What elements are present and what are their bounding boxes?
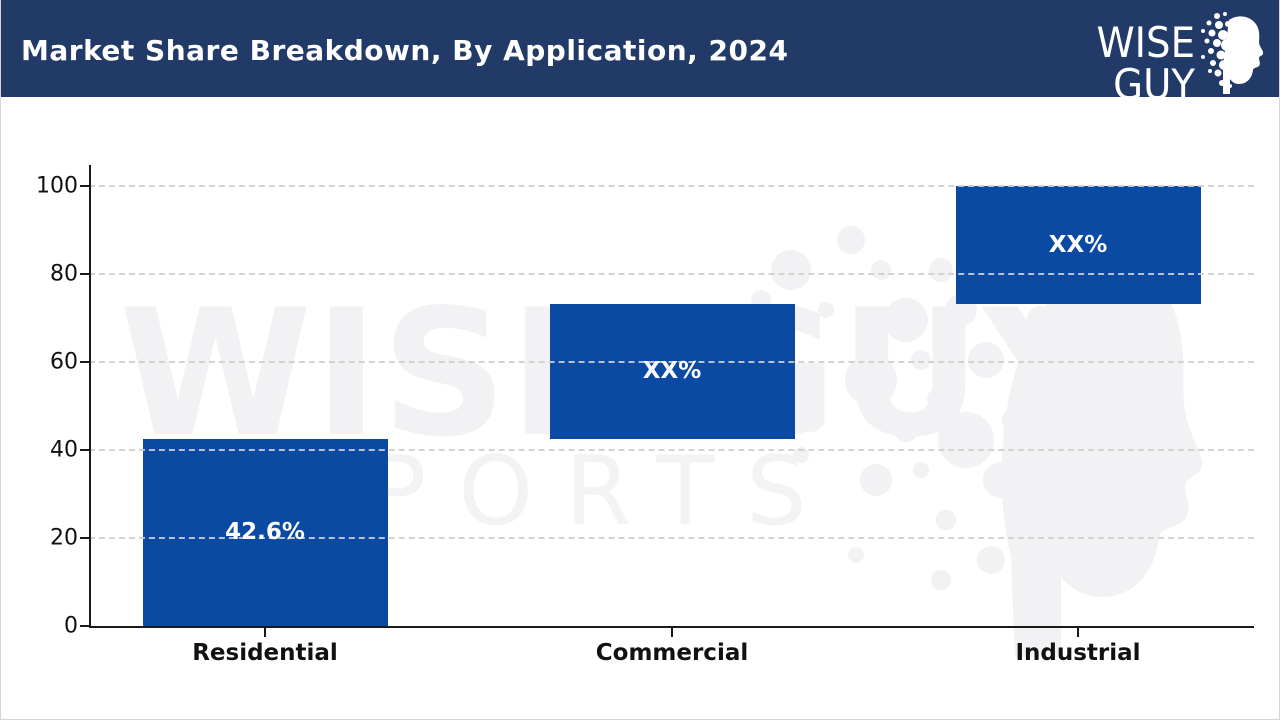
y-tick-label: 100 <box>36 173 78 199</box>
brand-logo: WISE GUY REPORTS <box>1003 6 1263 124</box>
x-category-label: Residential <box>192 640 338 666</box>
bar-residential <box>142 438 388 626</box>
y-tick-label: 20 <box>50 525 78 551</box>
x-tick-mark <box>671 628 673 637</box>
y-tick-label: 60 <box>50 349 78 375</box>
brand-name: WISE GUY <box>1096 18 1195 109</box>
y-tick-mark <box>80 361 89 363</box>
x-tick-mark <box>264 628 266 637</box>
bar-industrial <box>955 186 1201 304</box>
y-tick-mark <box>80 273 89 275</box>
y-axis-line <box>89 165 91 628</box>
brand-subtitle: REPORTS <box>1074 110 1193 124</box>
watermark-head-icon <box>751 226 1203 657</box>
y-tick-label: 0 <box>64 613 78 639</box>
y-tick-label: 40 <box>50 437 78 463</box>
y-tick-mark <box>80 449 89 451</box>
brand-logo-text: WISE GUY REPORTS <box>1003 18 1195 125</box>
logo-head-icon <box>1201 12 1263 94</box>
y-gridline <box>89 185 1254 187</box>
y-tick-mark <box>80 185 89 187</box>
y-gridline <box>89 361 1254 363</box>
bar-commercial <box>549 303 795 439</box>
x-tick-mark <box>1077 628 1079 637</box>
y-tick-mark <box>80 537 89 539</box>
x-category-label: Commercial <box>595 640 749 666</box>
bar-value-label: 42.6% <box>225 519 305 546</box>
y-gridline <box>89 273 1254 275</box>
y-tick-mark <box>80 625 89 627</box>
bar-value-label: XX% <box>1048 231 1108 258</box>
y-gridline <box>89 537 1254 539</box>
bar-value-label: XX% <box>642 358 702 385</box>
x-axis-line <box>89 626 1254 628</box>
header-bar: Market Share Breakdown, By Application, … <box>1 0 1279 124</box>
page-title: Market Share Breakdown, By Application, … <box>21 34 789 67</box>
y-tick-label: 80 <box>50 261 78 287</box>
x-category-label: Industrial <box>1015 640 1141 666</box>
y-gridline <box>89 449 1254 451</box>
